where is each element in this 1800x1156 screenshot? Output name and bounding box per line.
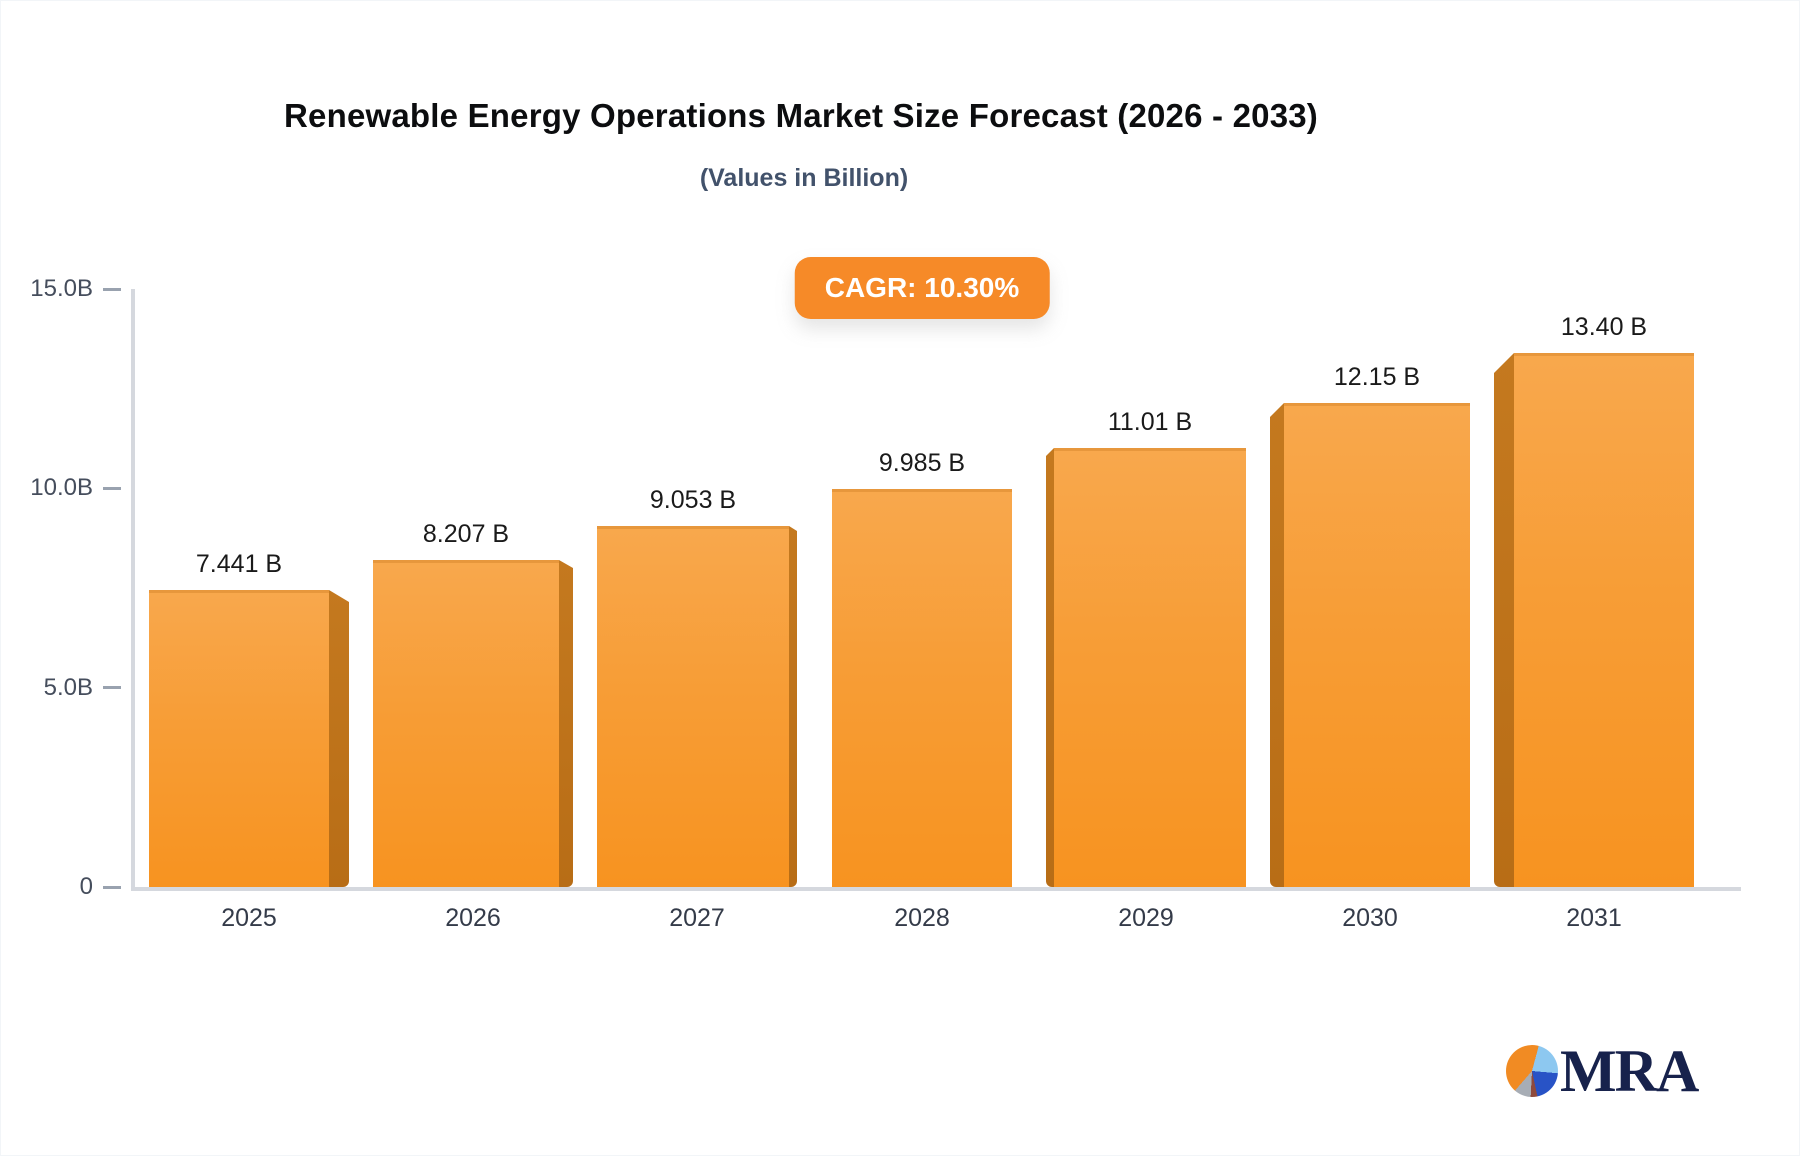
pie-chart-logo-icon bbox=[1506, 1045, 1558, 1097]
y-axis-tick-label: 5.0B bbox=[43, 673, 93, 701]
chart-title: Renewable Energy Operations Market Size … bbox=[284, 97, 1318, 134]
bar-3d-side bbox=[1046, 448, 1054, 887]
bar-2031 bbox=[1514, 353, 1694, 887]
bar-2026 bbox=[373, 560, 559, 887]
x-axis-line bbox=[131, 887, 1741, 891]
brand-logo-text: MRA bbox=[1560, 1038, 1699, 1104]
x-axis-tick-label: 2031 bbox=[1566, 904, 1622, 932]
x-axis-tick-label: 2025 bbox=[221, 904, 277, 932]
bar-value-label: 13.40 B bbox=[1560, 313, 1648, 341]
bar-3d-side bbox=[1494, 353, 1514, 887]
bar-value-label: 8.207 B bbox=[422, 520, 510, 548]
bar-3d-side bbox=[1270, 403, 1284, 887]
bar-2029 bbox=[1054, 448, 1246, 887]
x-axis-tick-label: 2029 bbox=[1118, 904, 1174, 932]
x-axis-tick-label: 2026 bbox=[445, 904, 501, 932]
cagr-badge: CAGR: 10.30% bbox=[794, 257, 1050, 319]
bar-value-label: 9.985 B bbox=[878, 449, 966, 477]
y-axis-line bbox=[131, 289, 135, 891]
x-axis-tick-label: 2027 bbox=[669, 904, 725, 932]
bar-value-label: 9.053 B bbox=[649, 486, 737, 514]
y-axis-tick-label: 10.0B bbox=[30, 474, 93, 502]
bar-2027 bbox=[597, 526, 789, 887]
y-axis-tick-mark bbox=[103, 486, 121, 490]
bar-3d-side bbox=[559, 560, 573, 887]
x-axis-tick-label: 2028 bbox=[894, 904, 950, 932]
y-axis-tick-mark bbox=[103, 885, 121, 889]
bar-value-label: 12.15 B bbox=[1333, 363, 1421, 391]
chart-subtitle: (Values in Billion) bbox=[699, 164, 909, 192]
bar-2030 bbox=[1284, 403, 1470, 887]
bar-value-label: 11.01 B bbox=[1107, 408, 1193, 436]
bar-value-label: 7.441 B bbox=[195, 550, 283, 578]
y-axis-tick-label: 0 bbox=[79, 873, 93, 900]
bar-2025 bbox=[149, 590, 329, 887]
y-axis-tick-label: 15.0B bbox=[30, 275, 93, 302]
bar-2028 bbox=[832, 489, 1012, 887]
bar-3d-side bbox=[789, 526, 797, 887]
x-axis-tick-label: 2030 bbox=[1342, 904, 1398, 932]
brand-logo: MRA bbox=[1506, 1037, 1766, 1107]
y-axis-tick-mark bbox=[103, 287, 121, 291]
bar-3d-side bbox=[329, 590, 349, 887]
y-axis-tick-mark bbox=[103, 686, 121, 690]
